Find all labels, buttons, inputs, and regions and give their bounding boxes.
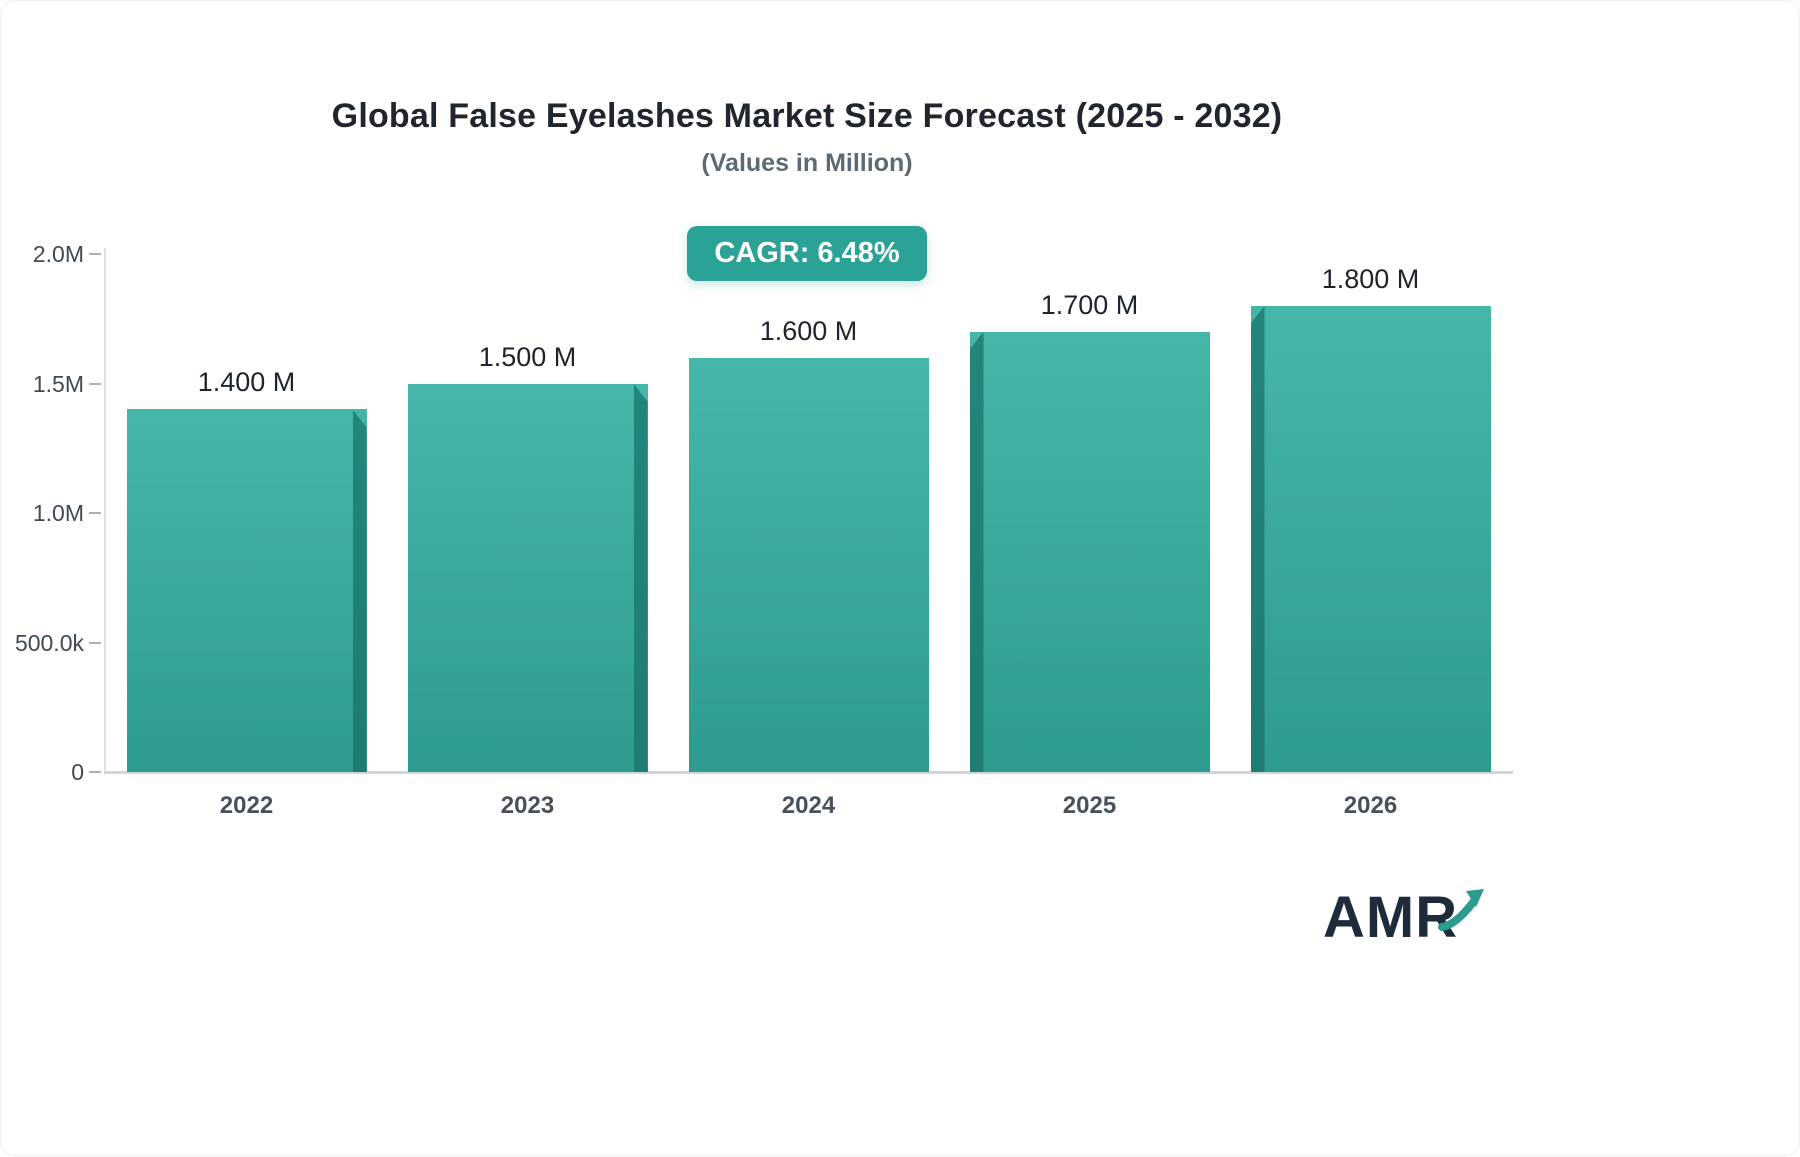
bar-value-label: 1.600 M bbox=[759, 315, 858, 346]
y-tick-label: 2.0M bbox=[32, 241, 84, 267]
x-axis-label: 2022 bbox=[219, 792, 274, 819]
bar-value-label: 1.500 M bbox=[478, 341, 577, 372]
x-axis-line bbox=[104, 771, 1513, 774]
bar-2022 bbox=[126, 409, 367, 772]
amr-logo: AMR bbox=[1323, 889, 1488, 947]
bar-2025 bbox=[969, 331, 1210, 772]
y-tick-mark bbox=[89, 382, 101, 385]
bar-3d-shade bbox=[1250, 305, 1265, 772]
y-tick-label: 0 bbox=[71, 759, 84, 785]
bar-3d-shade bbox=[633, 383, 648, 772]
bar-3d-shade bbox=[969, 331, 984, 772]
bar-2026 bbox=[1250, 305, 1491, 772]
bar-value-label: 1.700 M bbox=[1040, 289, 1139, 320]
y-tick-mark bbox=[89, 771, 101, 773]
y-tick-label: 1.5M bbox=[32, 370, 84, 397]
chart-canvas: Global False Eyelashes Market Size Forec… bbox=[1, 1, 1613, 1157]
y-tick-label: 1.0M bbox=[32, 500, 84, 526]
bar-2024 bbox=[688, 357, 929, 772]
chart-title: Global False Eyelashes Market Size Forec… bbox=[331, 97, 1283, 135]
amr-logo-text: AMR bbox=[1323, 885, 1459, 950]
y-tick-label: 500.0k bbox=[14, 629, 84, 656]
y-tick-mark bbox=[89, 512, 101, 514]
bar-3d-shade bbox=[352, 409, 367, 772]
plot-area: 2.0M 1.5M 1.0M 500.0k 0 1.400 M 2022 1.500 M 202… bbox=[15, 241, 1513, 819]
y-tick-mark bbox=[89, 641, 101, 644]
chart-subtitle: (Values in Million) bbox=[701, 149, 913, 177]
bar-2023 bbox=[407, 383, 648, 772]
y-tick-mark bbox=[89, 253, 101, 255]
bar-value-label: 1.800 M bbox=[1321, 263, 1420, 294]
x-axis-label: 2026 bbox=[1343, 792, 1398, 819]
bar-value-label: 1.400 M bbox=[197, 367, 296, 398]
amr-logo-arrow-icon bbox=[1438, 889, 1485, 931]
x-axis-label: 2024 bbox=[781, 792, 836, 819]
x-axis-label: 2023 bbox=[500, 792, 555, 819]
y-axis-line bbox=[104, 248, 106, 774]
x-axis-label: 2025 bbox=[1062, 792, 1117, 819]
cagr-badge: CAGR: 6.48% bbox=[687, 226, 927, 281]
